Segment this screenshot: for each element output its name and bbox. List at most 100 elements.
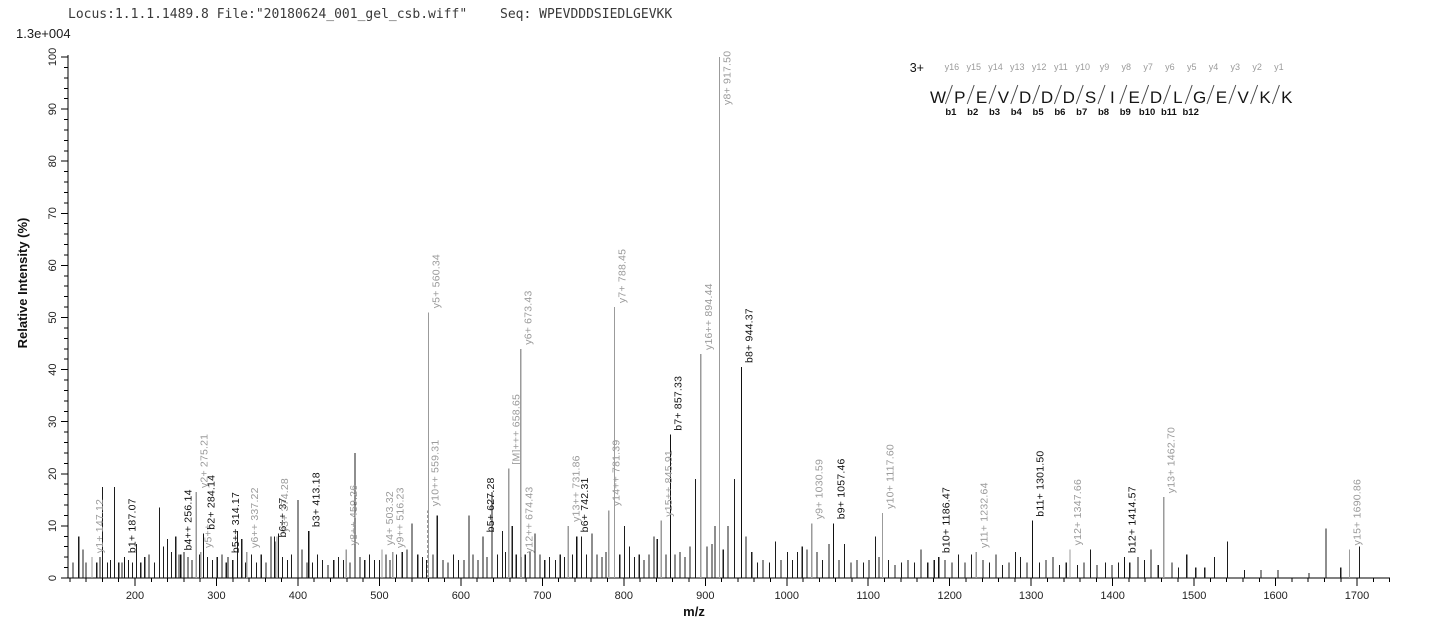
residue-letter: D bbox=[1041, 88, 1053, 107]
b-ion-tag: b12 bbox=[1183, 107, 1199, 118]
x-tick-label: 1300 bbox=[1019, 590, 1043, 602]
fragment-divider bbox=[1032, 84, 1041, 105]
residue-letter: E bbox=[1129, 88, 1140, 107]
y-ion-tag: y6 bbox=[1165, 62, 1175, 72]
x-tick-label: 300 bbox=[207, 590, 225, 602]
x-tick-label: 1600 bbox=[1263, 590, 1287, 602]
y-tick-label: 100 bbox=[47, 48, 59, 66]
residue-letter: D bbox=[1063, 88, 1075, 107]
b-ion-tag: b1 bbox=[945, 107, 957, 118]
axes: 0 10 20 30 40 50 60 70 80 90 100 200 300 400 500 600 700… bbox=[47, 48, 1391, 602]
fragment-divider bbox=[1119, 84, 1128, 105]
residue-letter: G bbox=[1193, 88, 1206, 107]
x-tick-label: 400 bbox=[289, 590, 307, 602]
peptide-charge: 3+ bbox=[910, 61, 924, 75]
b-ion-tag: b10 bbox=[1139, 107, 1155, 118]
x-tick-label: 1100 bbox=[856, 590, 880, 602]
x-tick-label: 1200 bbox=[937, 590, 961, 602]
y-ion-tag: y16 bbox=[945, 62, 960, 72]
peak-label: y10+ 1117.60 bbox=[885, 444, 897, 509]
fragment-divider bbox=[988, 84, 997, 105]
peak-label: b11+ 1301.50 bbox=[1034, 451, 1046, 517]
peak-label: y7+ 788.45 bbox=[616, 249, 628, 303]
fragment-divider bbox=[1162, 84, 1171, 105]
peak-label: y8++ 459.26 bbox=[348, 485, 360, 546]
residue-letter: K bbox=[1281, 88, 1293, 107]
y-tick-label: 40 bbox=[47, 363, 59, 375]
x-tick-label: 500 bbox=[370, 590, 388, 602]
x-tick-label: 700 bbox=[533, 590, 551, 602]
peak-label: y12++ 674.43 bbox=[524, 487, 536, 554]
peak-label: b3+ 413.18 bbox=[311, 472, 323, 527]
x-tick-label: 1000 bbox=[775, 590, 799, 602]
peak-label: b12+ 1414.57 bbox=[1127, 486, 1139, 553]
y-ion-tag: y9 bbox=[1100, 62, 1110, 72]
fragment-divider bbox=[1250, 84, 1259, 105]
peak-label: y9+ 1030.59 bbox=[814, 459, 826, 519]
header-locus-file: Locus:1.1.1.1489.8 File:"20180624_001_ge… bbox=[68, 7, 467, 22]
y-tick-label: 90 bbox=[47, 103, 59, 115]
peak-label: b1+ 187.07 bbox=[126, 498, 138, 553]
peak-label: b9+ 1057.46 bbox=[836, 458, 848, 519]
y-ion-tag: y14 bbox=[988, 62, 1003, 72]
peak-label: b2+ 284.14 bbox=[206, 475, 218, 530]
y-ion-tag: y15 bbox=[966, 62, 981, 72]
x-tick-label: 1400 bbox=[1100, 590, 1124, 602]
x-axis-title: m/z bbox=[683, 604, 705, 619]
y-tick-label: 20 bbox=[47, 468, 59, 480]
fragment-divider bbox=[1053, 84, 1062, 105]
y-ion-tag: y13 bbox=[1010, 62, 1025, 72]
peak-label: y13+ 1462.70 bbox=[1166, 427, 1178, 493]
x-tick-label: 600 bbox=[452, 590, 470, 602]
x-tick-label: 200 bbox=[126, 590, 144, 602]
fragment-divider bbox=[1141, 84, 1150, 105]
peak-label: y4+ 503.32 bbox=[384, 491, 396, 545]
b-ion-tag: b8 bbox=[1098, 107, 1109, 118]
residue-letter: W bbox=[930, 88, 946, 107]
peak-label: y16++ 894.44 bbox=[703, 283, 715, 350]
peak-label: y2+ 275.21 bbox=[198, 434, 210, 488]
peak-label: y12+ 1347.66 bbox=[1072, 479, 1084, 545]
b-ion-tag: b6 bbox=[1054, 107, 1065, 118]
y-ion-tag: y10 bbox=[1075, 62, 1090, 72]
peak-label: y13++ 731.86 bbox=[570, 455, 582, 522]
b-ion-tag: b7 bbox=[1076, 107, 1087, 118]
peak-label: b10+ 1186.47 bbox=[941, 487, 953, 553]
peak-label: b6++ 37 bbox=[277, 498, 289, 538]
y-tick-label: 80 bbox=[47, 155, 59, 167]
b-ion-tag: b11 bbox=[1161, 107, 1178, 118]
residue-letter: P bbox=[954, 88, 965, 107]
residue-letter: E bbox=[976, 88, 987, 107]
header-sequence: Seq: WPEVDDDSIEDLGEVKK bbox=[500, 7, 672, 22]
y-tick-label: 60 bbox=[47, 259, 59, 271]
residue-letter: V bbox=[998, 88, 1010, 107]
peak-label: b7+ 857.33 bbox=[673, 376, 685, 431]
intensity-scale-factor: 1.3e+004 bbox=[16, 26, 71, 41]
peak-label: y10++ 559.31 bbox=[430, 440, 442, 507]
y-ion-tag: y5 bbox=[1187, 62, 1197, 72]
b-ion-tag: b4 bbox=[1011, 107, 1023, 118]
residue-letter: V bbox=[1238, 88, 1250, 107]
b-ion-tag: b9 bbox=[1120, 107, 1131, 118]
y-ion-tag: y1 bbox=[1274, 62, 1284, 72]
residue-letter: D bbox=[1019, 88, 1031, 107]
fragment-divider bbox=[944, 84, 953, 105]
peak-label: b5++ 314.17 bbox=[230, 492, 242, 553]
y-tick-label: 30 bbox=[47, 416, 59, 428]
peak-label: y8+ 917.50 bbox=[722, 51, 734, 105]
x-tick-label: 1700 bbox=[1345, 590, 1369, 602]
peak-label: y6+ 673.43 bbox=[523, 290, 535, 344]
peaks bbox=[72, 57, 1361, 578]
peak-label: b4++ 256.14 bbox=[183, 489, 195, 550]
peak-label: y3+ 374.28 bbox=[279, 478, 291, 532]
residue-letter: L bbox=[1173, 88, 1182, 107]
fragment-divider bbox=[966, 84, 975, 105]
y-ion-tag: y4 bbox=[1209, 62, 1219, 72]
fragment-divider bbox=[1010, 84, 1019, 105]
b-ion-tag: b3 bbox=[989, 107, 1000, 118]
peak-label: b5+ 627.28 bbox=[485, 477, 497, 532]
y-ion-tag: y7 bbox=[1143, 62, 1153, 72]
